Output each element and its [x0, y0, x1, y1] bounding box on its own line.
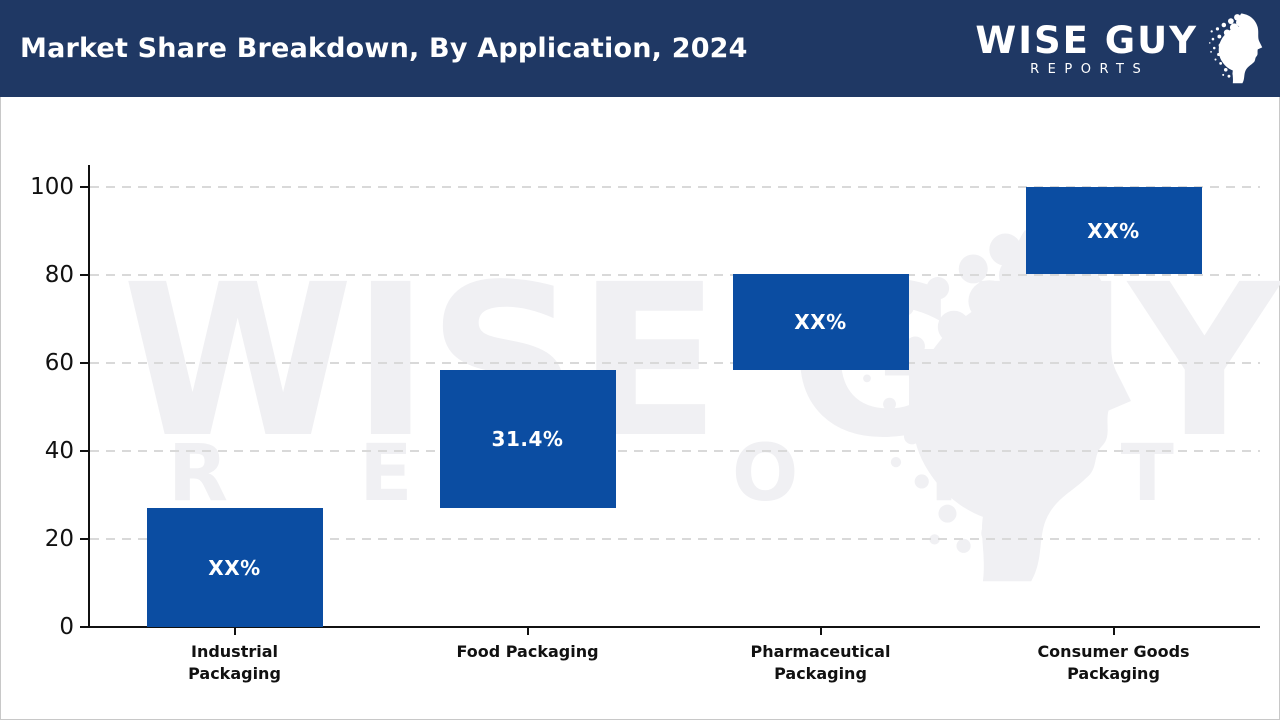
y-tick-label: 40	[44, 438, 74, 464]
x-axis-line	[88, 626, 1260, 628]
logo-reports-label: REPORTS	[1030, 62, 1150, 77]
y-tick-60	[80, 362, 88, 364]
bar-segment: 31.4%	[439, 370, 616, 509]
page-title: Market Share Breakdown, By Application, …	[20, 33, 748, 64]
bar-value-label: XX%	[208, 555, 261, 580]
x-tick	[526, 627, 529, 635]
plot-area: 0 20 40 60 80 100 XX% Industrial Packaging 31.4%…	[30, 165, 1260, 683]
y-tick-label: 20	[44, 526, 74, 552]
y-tick-40	[80, 450, 88, 452]
gridline-y-20	[90, 538, 1260, 540]
bar-segment: XX%	[1025, 187, 1202, 275]
y-tick-label: 80	[44, 262, 74, 288]
y-tick-100	[80, 186, 88, 188]
x-tick	[233, 627, 236, 635]
y-tick-label: 60	[44, 350, 74, 376]
gridline-y-80	[90, 274, 1260, 276]
bar-value-label: XX%	[794, 310, 847, 335]
wise-guy-reports-logo: WISE GUY REPORTS	[975, 8, 1268, 90]
bar-value-label: 31.4%	[491, 427, 564, 452]
bar-segment: XX%	[732, 274, 909, 371]
y-tick-label: 100	[30, 174, 74, 200]
y-axis-line	[88, 165, 90, 627]
x-category-label: Consumer Goods Packaging	[1037, 642, 1190, 683]
y-tick-20	[80, 538, 88, 540]
dotted-head-profile-icon	[1204, 12, 1268, 86]
bar-segment: XX%	[146, 508, 323, 627]
gridline-y-60	[90, 362, 1260, 364]
x-tick	[819, 627, 822, 635]
x-category-label: Industrial Packaging	[188, 642, 281, 683]
logo-wordmark: WISE GUY	[975, 19, 1198, 62]
x-category-label: Food Packaging	[456, 642, 599, 661]
chart-region: WISE GUY R E P O R T S 020406080100XX%In…	[0, 97, 1280, 720]
x-category-label: Pharmaceutical Packaging	[750, 642, 891, 683]
logo-text: WISE GUY REPORTS	[975, 22, 1198, 76]
bar-value-label: XX%	[1087, 218, 1140, 243]
x-tick	[1112, 627, 1115, 635]
y-tick-80	[80, 274, 88, 276]
gridline-y-100	[90, 186, 1260, 188]
y-tick-0	[80, 626, 88, 628]
header-bar: Market Share Breakdown, By Application, …	[0, 0, 1280, 97]
y-tick-label: 0	[59, 614, 74, 640]
gridline-y-40	[90, 450, 1260, 452]
